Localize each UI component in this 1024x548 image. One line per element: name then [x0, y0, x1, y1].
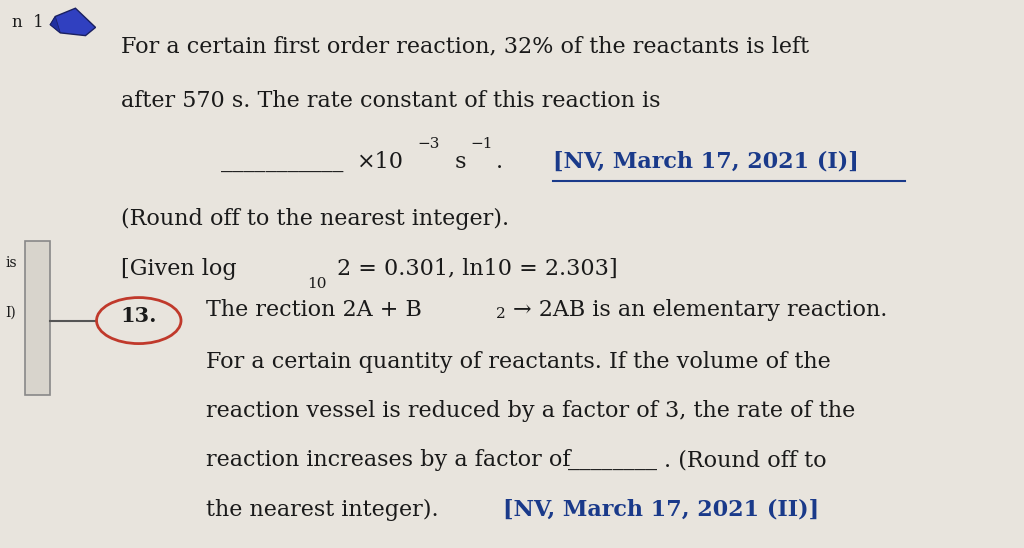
Text: [NV, March 17, 2021 (II)]: [NV, March 17, 2021 (II)] — [503, 499, 819, 521]
FancyBboxPatch shape — [26, 241, 50, 395]
Polygon shape — [50, 16, 60, 33]
Text: n  1: n 1 — [12, 14, 44, 31]
Text: For a certain quantity of reactants. If the volume of the: For a certain quantity of reactants. If … — [206, 351, 830, 373]
Text: 13.: 13. — [121, 306, 157, 326]
Text: → 2AB is an elementary reaction.: → 2AB is an elementary reaction. — [513, 299, 887, 321]
Text: .: . — [496, 151, 503, 173]
Text: [Given log: [Given log — [121, 258, 237, 279]
Text: −1: −1 — [471, 137, 494, 151]
Text: ___________: ___________ — [221, 151, 344, 173]
Text: 2: 2 — [496, 307, 506, 321]
Polygon shape — [50, 8, 95, 36]
Text: ________: ________ — [568, 449, 657, 471]
Text: (Round off to the nearest integer).: (Round off to the nearest integer). — [121, 208, 509, 230]
Text: ×10: ×10 — [357, 151, 404, 173]
Text: is: is — [5, 256, 16, 270]
Text: reaction vessel is reduced by a factor of 3, the rate of the: reaction vessel is reduced by a factor o… — [206, 400, 855, 422]
Text: 10: 10 — [307, 277, 327, 291]
Text: The rection 2A + B: The rection 2A + B — [206, 299, 422, 321]
Text: 2 = 0.301, ln10 = 2.303]: 2 = 0.301, ln10 = 2.303] — [337, 258, 617, 279]
Text: s: s — [447, 151, 466, 173]
Text: . (Round off to: . (Round off to — [664, 449, 826, 471]
Text: I): I) — [5, 305, 15, 319]
Text: For a certain first order reaction, 32% of the reactants is left: For a certain first order reaction, 32% … — [121, 36, 809, 58]
Text: −3: −3 — [418, 137, 439, 151]
Text: after 570 s. The rate constant of this reaction is: after 570 s. The rate constant of this r… — [121, 90, 660, 112]
Text: reaction increases by a factor of: reaction increases by a factor of — [206, 449, 570, 471]
Text: the nearest integer).: the nearest integer). — [206, 499, 439, 521]
Text: [NV, March 17, 2021 (I)]: [NV, March 17, 2021 (I)] — [553, 151, 859, 173]
